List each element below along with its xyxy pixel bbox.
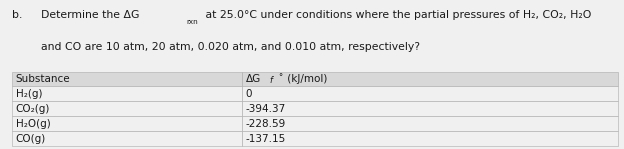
Text: CO₂(g): CO₂(g)	[16, 104, 50, 114]
Bar	[243, 86, 618, 101]
Text: b.: b.	[12, 10, 23, 20]
Text: CO(g): CO(g)	[16, 134, 46, 144]
Text: and CO are 10 atm, 20 atm, 0.020 atm, and 0.010 atm, respectively?: and CO are 10 atm, 20 atm, 0.020 atm, an…	[41, 42, 419, 52]
Text: -394.37: -394.37	[246, 104, 286, 114]
Bar	[12, 116, 243, 131]
Text: -137.15: -137.15	[246, 134, 286, 144]
Text: (kJ/mol): (kJ/mol)	[285, 74, 328, 84]
Text: H₂(g): H₂(g)	[16, 89, 42, 99]
Bar	[12, 131, 243, 146]
Text: Determine the ΔG: Determine the ΔG	[41, 10, 139, 20]
Text: Substance: Substance	[16, 74, 71, 84]
Text: f: f	[270, 76, 272, 85]
Bar	[243, 72, 618, 86]
Text: -228.59: -228.59	[246, 119, 286, 129]
Text: rxn: rxn	[186, 19, 198, 25]
Text: H₂O(g): H₂O(g)	[16, 119, 51, 129]
Bar	[12, 72, 243, 86]
Bar	[12, 101, 243, 116]
Bar	[243, 101, 618, 116]
Text: at 25.0°C under conditions where the partial pressures of H₂, CO₂, H₂O: at 25.0°C under conditions where the par…	[202, 10, 591, 20]
Bar	[243, 116, 618, 131]
Text: °: °	[278, 73, 282, 82]
Text: 0: 0	[246, 89, 252, 99]
Text: ΔG: ΔG	[246, 74, 261, 84]
Bar	[243, 131, 618, 146]
Bar	[12, 86, 243, 101]
